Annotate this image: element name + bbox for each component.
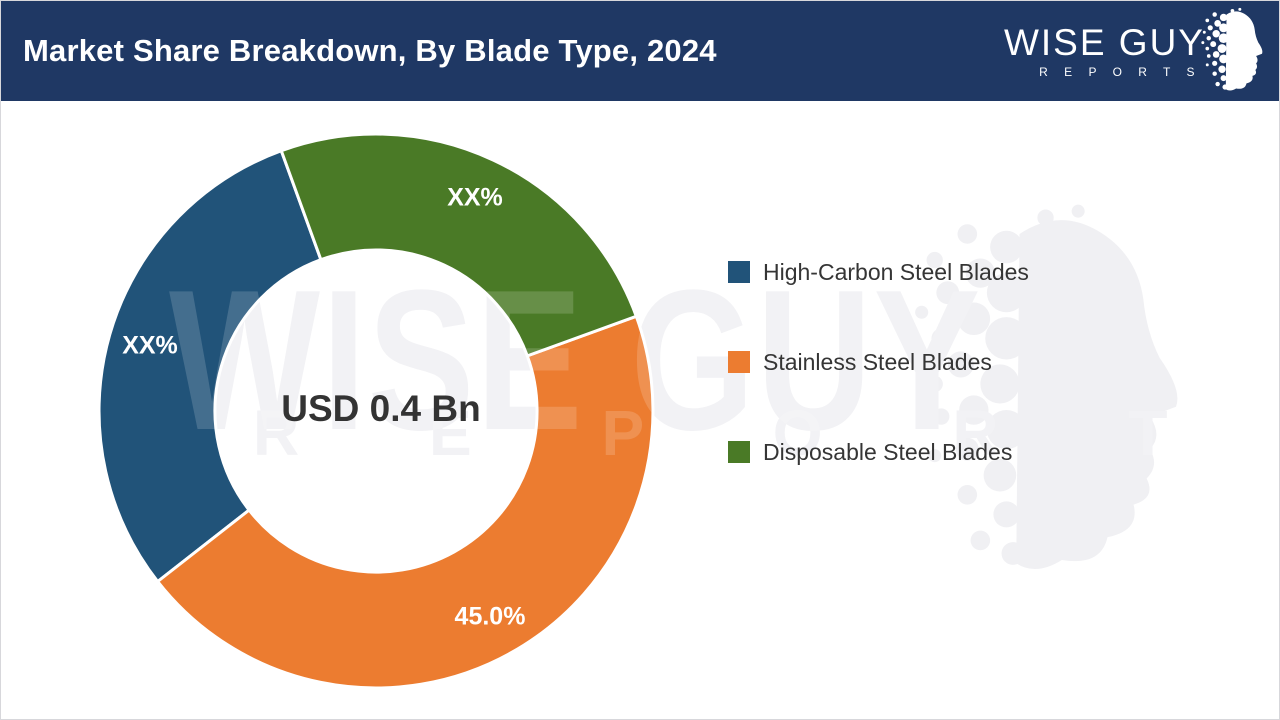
legend-label: High-Carbon Steel Blades	[763, 259, 1029, 285]
segment-value-label: XX%	[122, 331, 178, 360]
donut-center-value: USD 0.4 Bn	[281, 388, 481, 429]
legend-item-stainless-steel-blades[interactable]: Stainless Steel Blades	[728, 347, 1029, 377]
page-title: Market Share Breakdown, By Blade Type, 2…	[23, 33, 717, 68]
legend-label: Stainless Steel Blades	[763, 349, 992, 375]
segment-value-label: 45.0%	[454, 602, 526, 631]
wise-guy-logo: WISE GUY R E P O R T S	[1004, 5, 1265, 97]
logo-text: WISE GUY R E P O R T S	[1003, 22, 1205, 80]
chart-area: WISE GUY R E P O R T S WISE GUY R E P O …	[1, 101, 1280, 720]
header: Market Share Breakdown, By Blade Type, 2…	[1, 1, 1279, 101]
legend-swatch	[728, 441, 750, 463]
logo-reports-text: R E P O R T S	[1039, 65, 1201, 79]
legend-item-disposable-steel-blades[interactable]: Disposable Steel Blades	[728, 437, 1029, 467]
legend: High-Carbon Steel Blades Stainless Steel…	[728, 257, 1029, 527]
donut-chart	[97, 132, 655, 690]
legend-item-high-carbon-steel-blades[interactable]: High-Carbon Steel Blades	[728, 257, 1029, 287]
legend-label: Disposable Steel Blades	[763, 439, 1013, 465]
legend-swatch	[728, 261, 750, 283]
donut-segment-high-carbon-steel-blades[interactable]	[97, 149, 323, 583]
donut-segment-disposable-steel-blades[interactable]	[279, 132, 638, 358]
donut-segment-stainless-steel-blades[interactable]	[156, 314, 655, 690]
legend-swatch	[728, 351, 750, 373]
segment-value-label: XX%	[447, 183, 503, 212]
logo-brand-text: WISE GUY	[1003, 22, 1205, 63]
